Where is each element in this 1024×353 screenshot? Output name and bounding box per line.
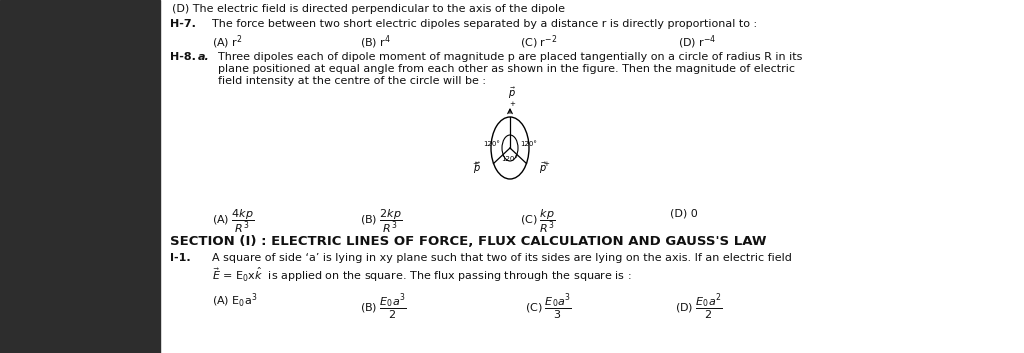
Text: (A) r$^2$: (A) r$^2$ [212,33,243,50]
Text: (B) $\dfrac{E_0 a^3}{2}$: (B) $\dfrac{E_0 a^3}{2}$ [360,292,407,322]
Text: H-8.: H-8. [170,52,196,62]
Text: a.: a. [198,52,210,62]
Text: plane positioned at equal angle from each other as shown in the figure. Then the: plane positioned at equal angle from eac… [218,64,795,74]
Text: +: + [472,161,478,167]
Text: (D) 0: (D) 0 [670,208,697,218]
Text: field intensity at the centre of the circle will be :: field intensity at the centre of the cir… [218,76,486,86]
Text: H-7.: H-7. [170,19,196,29]
Text: (D) $\dfrac{E_0 a^2}{2}$: (D) $\dfrac{E_0 a^2}{2}$ [675,292,723,322]
Text: 120°: 120° [520,141,537,147]
Text: Three dipoles each of dipole moment of magnitude p are placed tangentially on a : Three dipoles each of dipole moment of m… [218,52,803,62]
Text: (A) E$_0$a$^3$: (A) E$_0$a$^3$ [212,292,257,310]
Text: 120°: 120° [483,141,500,147]
Text: (C) r$^{-2}$: (C) r$^{-2}$ [520,33,557,50]
Text: $\vec{p}$: $\vec{p}$ [539,161,547,176]
Text: The force between two short electric dipoles separated by a distance r is direct: The force between two short electric dip… [212,19,757,29]
Text: $\vec{p}$: $\vec{p}$ [508,86,516,101]
Text: $\vec{E}$ = E$_0$x$\hat{k}$  is applied on the square. The flux passing through : $\vec{E}$ = E$_0$x$\hat{k}$ is applied o… [212,266,632,285]
Text: SECTION (I) : ELECTRIC LINES OF FORCE, FLUX CALCULATION AND GAUSS'S LAW: SECTION (I) : ELECTRIC LINES OF FORCE, F… [170,235,767,248]
Text: +: + [509,101,515,107]
Text: (D) The electric field is directed perpendicular to the axis of the dipole: (D) The electric field is directed perpe… [172,4,565,14]
Text: 120°: 120° [502,156,518,162]
Text: (C) $\dfrac{kp}{R^3}$: (C) $\dfrac{kp}{R^3}$ [520,208,556,235]
Text: $\vec{p}$: $\vec{p}$ [473,161,481,176]
Text: I-1.: I-1. [170,253,190,263]
Text: (B) $\dfrac{2kp}{R^3}$: (B) $\dfrac{2kp}{R^3}$ [360,208,402,235]
Text: A square of side ‘a’ is lying in xy plane such that two of its sides are lying o: A square of side ‘a’ is lying in xy plan… [212,253,792,263]
Text: (A) $\dfrac{4kp}{R^3}$: (A) $\dfrac{4kp}{R^3}$ [212,208,254,235]
Text: (C) $\dfrac{E_0 a^3}{3}$: (C) $\dfrac{E_0 a^3}{3}$ [525,292,571,322]
Bar [0,0,160,353]
Text: +: + [543,161,549,167]
Text: (D) r$^{-4}$: (D) r$^{-4}$ [678,33,717,50]
Text: (B) r$^4$: (B) r$^4$ [360,33,391,50]
